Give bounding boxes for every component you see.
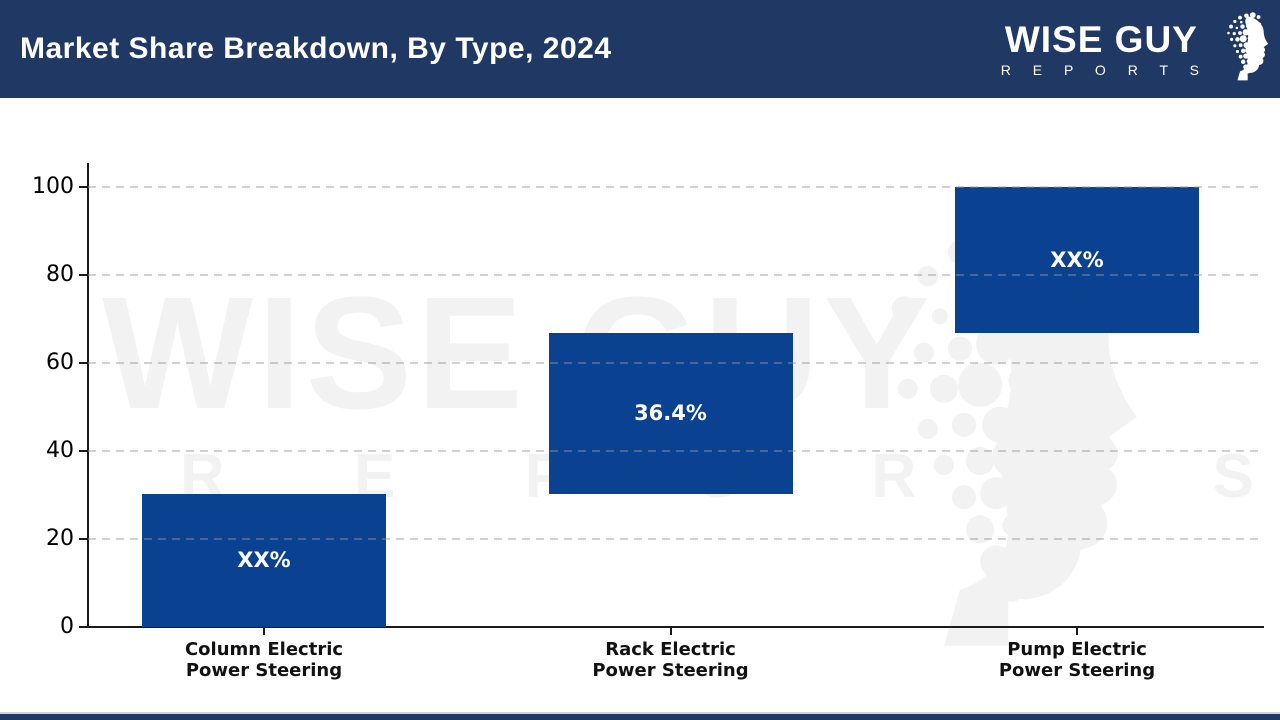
x-category-label-1: Rack Electric Power Steering (511, 639, 831, 681)
x-category-label-1-line2: Power Steering (592, 660, 749, 681)
bar-value-label-2: XX% (1050, 247, 1104, 272)
bar-segment-0 (142, 493, 386, 627)
bar-segment-2 (955, 186, 1199, 334)
logo-wordmark: WISE GUY R E P O R T S (995, 18, 1208, 78)
y-tick-label-80: 80 (46, 261, 74, 287)
y-tick-20 (79, 537, 88, 540)
logo-head-icon (1227, 12, 1269, 81)
gridline-40 (88, 449, 1262, 452)
x-tick-1 (669, 628, 672, 635)
bar-value-label-0: XX% (237, 548, 291, 573)
x-category-label-0: Column Electric Power Steering (104, 639, 424, 681)
y-tick-label-40: 40 (46, 437, 74, 463)
x-category-label-2-line1: Pump Electric (1007, 639, 1147, 660)
y-tick-label-60: 60 (46, 349, 74, 375)
x-category-label-0-line1: Column Electric (184, 639, 344, 660)
y-tick-label-100: 100 (32, 173, 74, 199)
y-tick-100 (79, 185, 88, 188)
x-category-label-1-line1: Rack Electric (605, 639, 736, 660)
x-tick-0 (263, 628, 265, 635)
y-tick-0 (79, 626, 88, 628)
bar-segment-1 (548, 333, 793, 494)
logo-wordmark-line1: WISE GUY (1004, 18, 1198, 60)
y-axis-line (87, 163, 89, 628)
bar-value-label-1: 36.4% (634, 401, 707, 426)
y-tick-80 (79, 273, 88, 276)
logo-wordmark-line2: R E P O R T S (1000, 61, 1208, 78)
x-category-label-2: Pump Electric Power Steering (917, 639, 1237, 681)
page-title: Market Share Breakdown, By Type, 2024 (20, 32, 612, 65)
x-tick-2 (1076, 628, 1078, 635)
header-bar: Market Share Breakdown, By Type, 2024 WI… (0, 0, 1280, 98)
wise-guy-logo: WISE GUY R E P O R T S (995, 4, 1272, 94)
y-tick-label-20: 20 (46, 525, 74, 551)
y-tick-60 (79, 361, 88, 364)
gridline-60 (88, 361, 1262, 364)
gridline-100 (88, 185, 1262, 188)
footer-bar (0, 712, 1280, 720)
y-tick-40 (79, 449, 88, 452)
x-category-label-0-line2: Power Steering (185, 660, 343, 681)
gridline-20 (88, 537, 1262, 540)
x-axis-line (87, 626, 1264, 628)
x-category-label-2-line2: Power Steering (998, 660, 1156, 681)
gridline-80 (88, 273, 1262, 276)
y-tick-label-0: 0 (60, 614, 74, 639)
